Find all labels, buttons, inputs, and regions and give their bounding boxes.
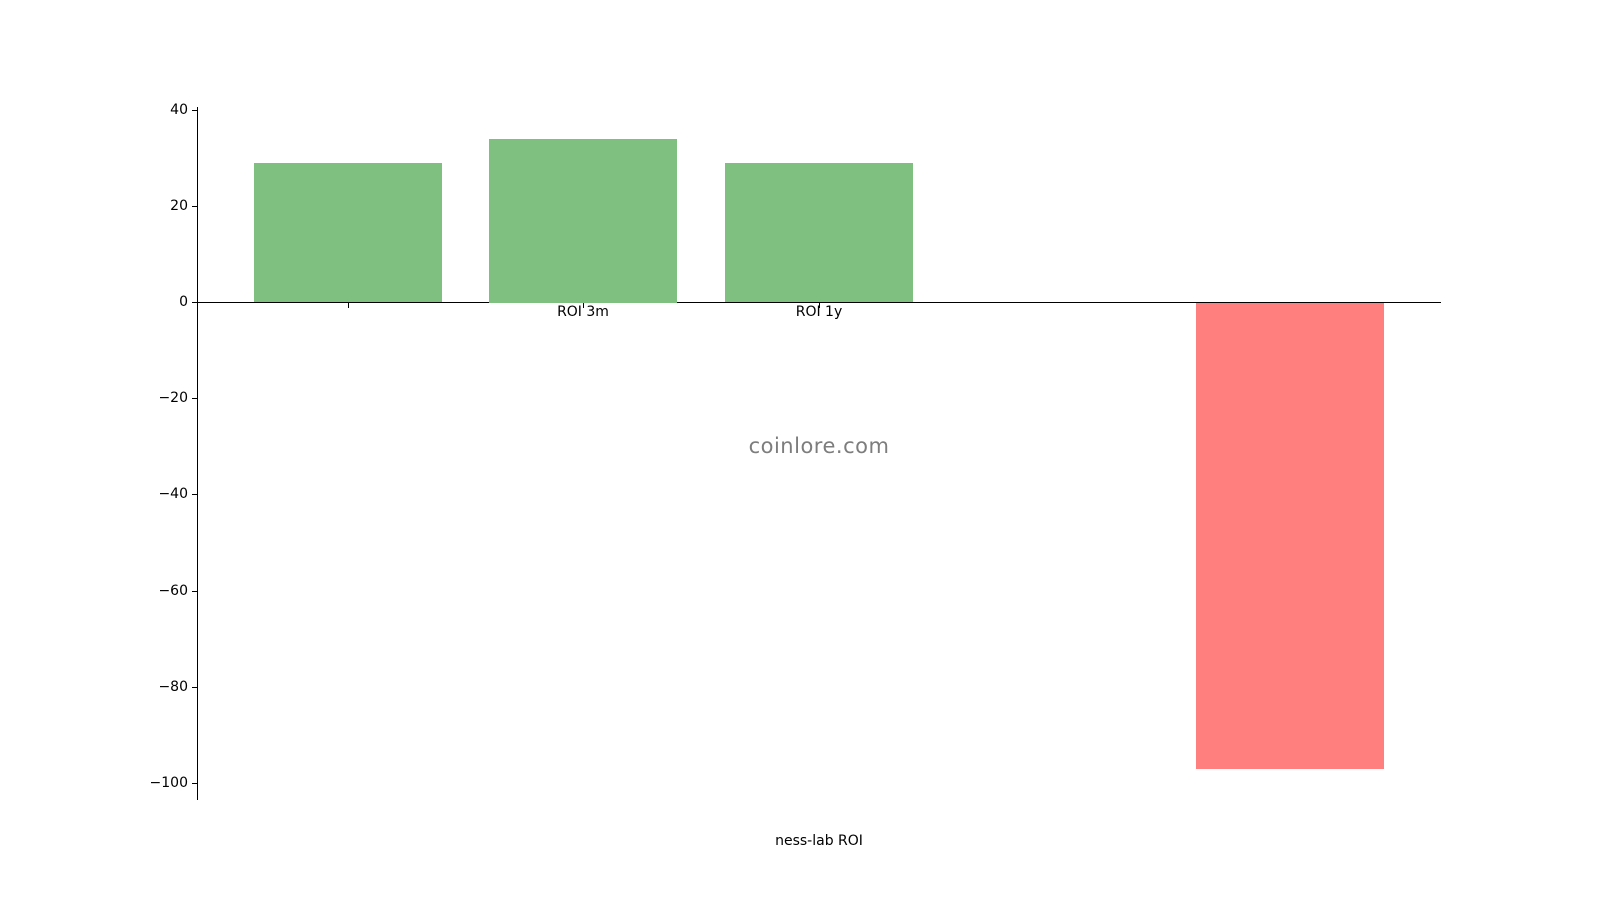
roi-bar xyxy=(254,163,442,302)
x-tick-label: ROI 3m xyxy=(557,304,609,320)
x-tick xyxy=(348,302,349,308)
y-tick xyxy=(192,110,197,111)
y-tick-label: 40 xyxy=(170,102,188,118)
y-tick xyxy=(192,783,197,784)
y-tick xyxy=(192,494,197,495)
y-tick-label: −60 xyxy=(158,583,188,599)
y-tick-label: −80 xyxy=(158,679,188,695)
y-axis-line xyxy=(197,107,198,800)
x-axis-title: ness-lab ROI xyxy=(775,833,863,849)
y-tick xyxy=(192,302,197,303)
roi-bar xyxy=(489,139,677,303)
y-tick-label: −20 xyxy=(158,390,188,406)
y-tick xyxy=(192,398,197,399)
x-tick xyxy=(583,302,584,308)
y-tick xyxy=(192,206,197,207)
y-tick-label: 20 xyxy=(170,198,188,214)
y-tick-label: 0 xyxy=(179,294,188,310)
y-tick-label: −100 xyxy=(149,775,188,791)
y-tick xyxy=(192,687,197,688)
x-tick-label: ROI 1y xyxy=(795,304,843,320)
x-tick xyxy=(819,302,820,308)
roi-bar xyxy=(725,163,913,302)
y-tick xyxy=(192,591,197,592)
roi-bar xyxy=(1196,303,1384,769)
watermark-text: coinlore.com xyxy=(748,434,890,458)
y-tick-label: −40 xyxy=(158,486,188,502)
